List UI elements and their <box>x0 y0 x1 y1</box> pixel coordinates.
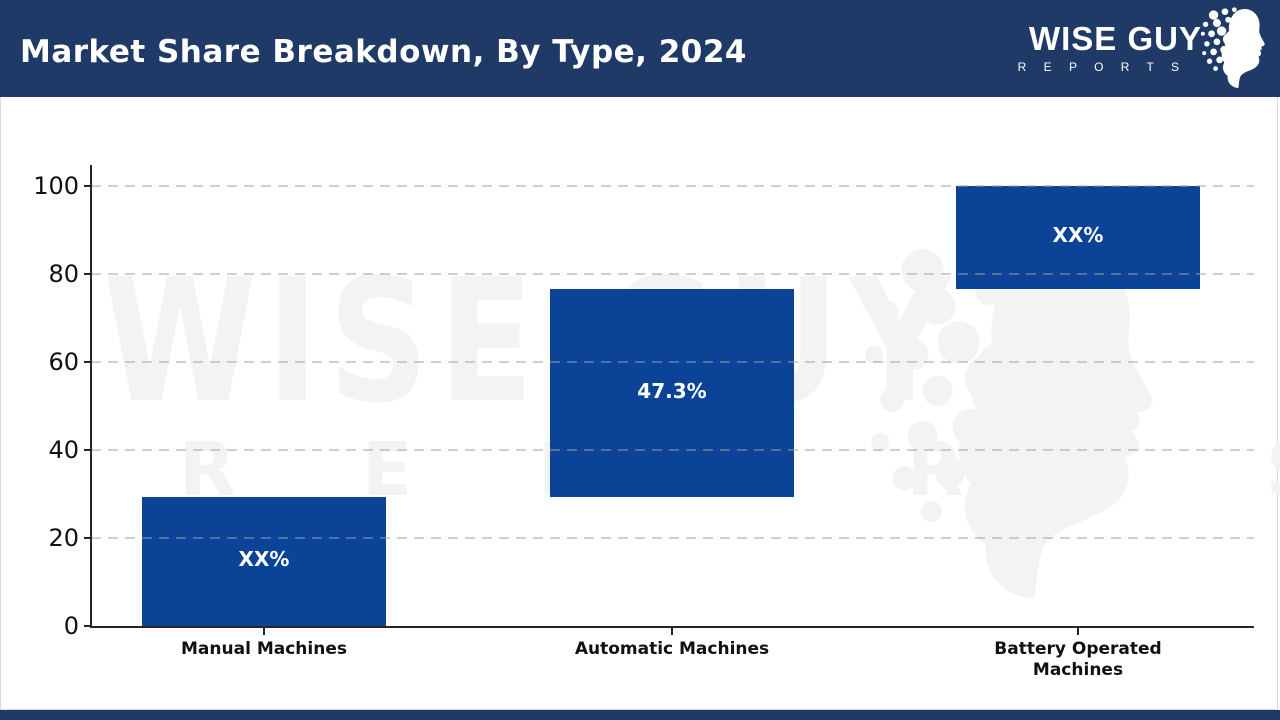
bar-value-label: XX% <box>238 547 290 572</box>
y-tick-label-100: 100 <box>33 172 79 200</box>
y-tick-mark-60 <box>84 361 91 363</box>
gridline-y80 <box>91 273 1254 275</box>
logo-wordmark: WISE GUY <box>1028 20 1202 57</box>
logo-subtext: R E P O R T S <box>1017 60 1186 74</box>
y-tick-label-20: 20 <box>48 524 79 552</box>
watermark-wordmark: WISE GUY <box>103 243 961 441</box>
y-tick-label-40: 40 <box>48 436 79 464</box>
bar-manual-machines <box>142 496 386 626</box>
y-tick-mark-20 <box>84 537 91 539</box>
gridline-y60 <box>91 361 1254 363</box>
watermark-face-icon <box>865 235 1153 599</box>
chart-canvas: WISE GUY R E P O R T S 020406080100XX%47… <box>0 97 1280 710</box>
plot-area: WISE GUY R E P O R T S 020406080100XX%47… <box>1 97 1280 709</box>
x-axis-line <box>90 626 1254 628</box>
gridline-y40 <box>91 449 1254 451</box>
bar-battery-operated-machines <box>956 186 1200 289</box>
x-category-label: Battery Operated Machines <box>994 639 1162 680</box>
x-tick-mark-1 <box>671 628 673 635</box>
x-tick-mark-0 <box>263 628 265 635</box>
gridline-y20 <box>91 537 1254 539</box>
x-category-label: Automatic Machines <box>574 639 770 659</box>
wiseguy-face-icon <box>1200 7 1265 88</box>
page-title: Market Share Breakdown, By Type, 2024 <box>20 34 748 70</box>
header-banner: Market Share Breakdown, By Type, 2024 WI… <box>0 0 1280 97</box>
x-category-label: Manual Machines <box>181 639 347 659</box>
y-tick-mark-100 <box>84 185 91 187</box>
y-tick-label-80: 80 <box>48 260 79 288</box>
y-axis-spine <box>90 165 92 628</box>
y-tick-label-60: 60 <box>48 348 79 376</box>
bar-automatic-machines <box>550 288 794 497</box>
bar-value-label: XX% <box>1052 223 1104 248</box>
y-tick-mark-0 <box>84 625 91 627</box>
x-tick-mark-2 <box>1077 628 1079 635</box>
y-tick-label-0: 0 <box>63 612 79 640</box>
footer-banner <box>0 710 1280 720</box>
y-tick-mark-80 <box>84 273 91 275</box>
bar-value-label: 47.3% <box>637 378 707 403</box>
y-tick-mark-40 <box>84 449 91 451</box>
gridline-y100 <box>91 185 1254 187</box>
